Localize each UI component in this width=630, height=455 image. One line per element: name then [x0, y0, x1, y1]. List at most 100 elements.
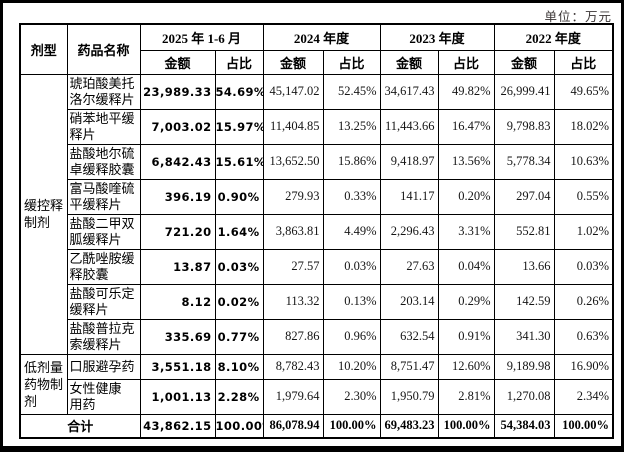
amount-cell: 6,842.43 [139, 143, 216, 180]
amount-cell: 27.57 [262, 248, 324, 285]
ratio-cell: 0.03% [214, 248, 264, 285]
table-row: 盐酸地尔硫 卓缓释胶囊 6,842.43 15.61% 13,652.50 15.86%… [20, 143, 614, 180]
amount-cell: 1,270.08 [493, 378, 555, 415]
header-ratio: 占比 [437, 49, 495, 75]
total-ratio-cell: 100.00% [437, 413, 495, 439]
ratio-cell: 0.04% [437, 248, 495, 285]
ratio-cell: 1.02% [553, 213, 614, 250]
header-row-metrics: 金额 占比 金额 占比 金额 占比 金额 占比 [20, 49, 614, 75]
amount-cell: 1,979.64 [262, 378, 324, 415]
ratio-cell: 0.29% [437, 283, 495, 320]
amount-cell: 5,778.34 [493, 143, 555, 180]
amount-cell: 142.59 [493, 283, 555, 320]
total-row: 合计43,862.15100.00%86,078.94100.00%69,483… [19, 413, 614, 439]
ratio-cell: 0.20% [437, 178, 495, 215]
unit-label: 单位：万元 [544, 10, 612, 24]
ratio-cell: 16.47% [437, 108, 495, 145]
revenue-table: 剂型 药品名称 2025 年 1-6 月 2024 年度 2023 年度 202… [19, 23, 615, 439]
total-ratio-cell: 100.00% [322, 413, 381, 439]
header-ratio: 占比 [553, 49, 614, 75]
ratio-cell: 0.13% [322, 283, 381, 320]
ratio-cell: 10.20% [322, 353, 381, 380]
drug-name-cell: 盐酸可乐定 缓释片 [66, 283, 141, 320]
amount-cell: 13,652.50 [262, 143, 324, 180]
ratio-cell: 0.90% [214, 178, 264, 215]
table-row: 盐酸二甲双 胍缓释片 721.20 1.64% 3,863.81 4.49% 2,296.… [20, 213, 614, 250]
ratio-cell: 3.31% [437, 213, 495, 250]
total-amount-cell: 86,078.94 [262, 413, 324, 439]
amount-cell: 27.63 [379, 248, 439, 285]
ratio-cell: 15.86% [322, 143, 381, 180]
amount-cell: 8.12 [139, 283, 216, 320]
amount-cell: 2,296.43 [379, 213, 439, 250]
ratio-cell: 0.55% [553, 178, 614, 215]
ratio-cell: 18.02% [553, 108, 614, 145]
amount-cell: 9,189.98 [493, 353, 555, 380]
header-ratio: 占比 [322, 49, 381, 75]
amount-cell: 335.69 [139, 318, 216, 355]
table-row: 富马酸喹硫 平缓释片 396.19 0.90% 279.93 0.33% 141.17 0.… [20, 178, 614, 215]
table-row: 盐酸可乐定 缓释片 8.12 0.02% 113.32 0.13% 203.14 0.29%… [20, 283, 614, 320]
ratio-cell: 49.82% [437, 73, 495, 110]
ratio-cell: 0.63% [553, 318, 614, 355]
header-amount: 金额 [262, 49, 324, 75]
drug-name-cell: 女性健康 用药 [66, 378, 141, 415]
amount-cell: 827.86 [262, 318, 324, 355]
amount-cell: 396.19 [139, 178, 216, 215]
amount-cell: 13.87 [139, 248, 216, 285]
amount-cell: 45,147.02 [262, 73, 324, 110]
amount-cell: 23,989.33 [139, 73, 216, 110]
ratio-cell: 13.56% [437, 143, 495, 180]
total-amount-cell: 43,862.15 [139, 413, 216, 439]
drug-name-cell: 盐酸普拉克 索缓释片 [66, 318, 141, 355]
ratio-cell: 15.61% [214, 143, 264, 180]
header-period-2022: 2022 年度 [493, 23, 614, 51]
amount-cell: 9,418.97 [379, 143, 439, 180]
ratio-cell: 54.69% [214, 73, 264, 110]
amount-cell: 3,863.81 [262, 213, 324, 250]
ratio-cell: 15.97% [214, 108, 264, 145]
amount-cell: 297.04 [493, 178, 555, 215]
table-header: 剂型 药品名称 2025 年 1-6 月 2024 年度 2023 年度 202… [19, 23, 614, 75]
ratio-cell: 0.91% [437, 318, 495, 355]
ratio-cell: 16.90% [553, 353, 614, 380]
table-row: 硝苯地平缓 释片 7,003.02 15.97% 11,404.85 13.25% 11,… [20, 108, 614, 145]
drug-name-cell: 硝苯地平缓 释片 [66, 108, 141, 145]
ratio-cell: 1.64% [214, 213, 264, 250]
table-row: 盐酸普拉克 索缓释片 335.69 0.77% 827.86 0.96% 632.54 0.… [20, 318, 614, 355]
amount-cell: 13.66 [493, 248, 555, 285]
ratio-cell: 0.26% [553, 283, 614, 320]
drug-name-cell: 富马酸喹硫 平缓释片 [66, 178, 141, 215]
amount-cell: 26,999.41 [493, 73, 555, 110]
amount-cell: 9,798.83 [493, 108, 555, 145]
amount-cell: 7,003.02 [139, 108, 216, 145]
total-ratio-cell: 100.00% [214, 413, 264, 439]
total-label: 合计 [19, 413, 141, 439]
header-period-2025: 2025 年 1-6 月 [139, 23, 264, 51]
table-body: 缓控释 制剂 琥珀酸美托 洛尔缓释片 23,989.33 54.69% 45,147.0… [19, 73, 614, 439]
ratio-cell: 0.02% [214, 283, 264, 320]
ratio-cell: 2.81% [437, 378, 495, 415]
amount-cell: 341.30 [493, 318, 555, 355]
amount-cell: 8,782.43 [262, 353, 324, 380]
ratio-cell: 0.77% [214, 318, 264, 355]
amount-cell: 279.93 [262, 178, 324, 215]
table-row: 低剂量 药物制 剂口服避孕药 3,551.18 8.10% 8,782.43 10.20… [19, 353, 614, 415]
total-ratio-cell: 100.00% [553, 413, 614, 439]
ratio-cell: 49.65% [553, 73, 614, 110]
amount-cell: 1,001.13 [139, 378, 216, 415]
amount-cell: 3,551.18 [139, 353, 216, 380]
amount-cell: 632.54 [379, 318, 439, 355]
ratio-cell: 0.33% [322, 178, 381, 215]
header-amount: 金额 [379, 49, 439, 75]
amount-cell: 203.14 [379, 283, 439, 320]
table-row: 女性健康 用药 1,001.13 2.28% 1,979.64 2.30% 1,950.7… [20, 378, 614, 415]
amount-cell: 11,443.66 [379, 108, 439, 145]
ratio-cell: 2.34% [553, 378, 614, 415]
header-amount: 金额 [493, 49, 555, 75]
drug-name-cell: 盐酸二甲双 胍缓释片 [66, 213, 141, 250]
amount-cell: 552.81 [493, 213, 555, 250]
ratio-cell: 12.60% [437, 353, 495, 380]
amount-cell: 11,404.85 [262, 108, 324, 145]
